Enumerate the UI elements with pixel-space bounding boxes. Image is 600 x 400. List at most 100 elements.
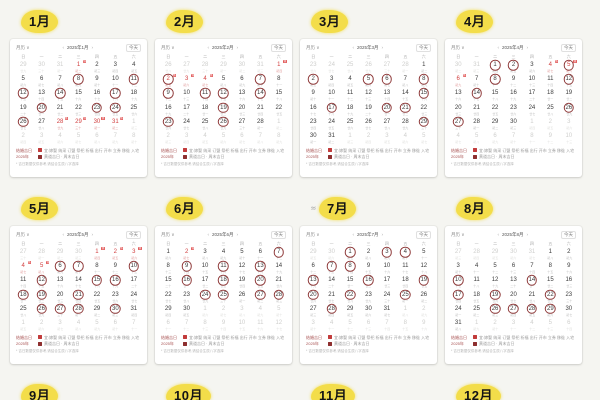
date-cell[interactable]: 5 初七 xyxy=(69,132,87,146)
date-cell[interactable]: 13 十九 xyxy=(304,275,322,290)
date-cell[interactable]: 24 三十 xyxy=(378,291,396,305)
date-cell[interactable]: 5 初六 xyxy=(214,132,232,146)
today-button[interactable]: 今天 xyxy=(416,230,431,239)
date-cell[interactable]: 21 廿四 xyxy=(467,104,485,118)
date-cell[interactable]: 25 初一 xyxy=(396,289,414,305)
next-month-arrow[interactable]: › xyxy=(381,232,384,237)
date-cell[interactable]: 24 廿七 xyxy=(177,118,195,132)
date-cell[interactable]: 30 初三 xyxy=(106,303,124,319)
date-cell[interactable]: 10 十三 xyxy=(125,260,143,276)
date-cell[interactable]: 1 初三 xyxy=(125,118,143,132)
date-cell[interactable]: 14 廿一 xyxy=(523,275,541,290)
date-cell[interactable]: 9 初十 xyxy=(88,75,106,89)
date-cell[interactable]: 2 初六 xyxy=(32,319,50,333)
date-cell[interactable]: 26 初二 xyxy=(415,291,433,305)
date-cell[interactable]: 29 初二 xyxy=(51,248,69,262)
date-cell[interactable]: 30 初六 xyxy=(359,305,377,319)
date-cell[interactable]: 2 初三 xyxy=(304,73,322,89)
view-selector[interactable]: 月历 ∨ xyxy=(161,44,175,50)
date-cell[interactable]: 24 廿七 xyxy=(125,291,143,305)
prev-month-arrow[interactable]: ‹ xyxy=(207,232,210,237)
date-cell[interactable]: 11 十六 xyxy=(214,260,232,276)
date-cell[interactable]: 27 三十 xyxy=(233,118,251,132)
date-cell[interactable]: 5 初八 xyxy=(214,75,232,89)
date-cell[interactable]: 3 初六 xyxy=(560,118,578,132)
date-cell[interactable]: 11 十七 xyxy=(396,262,414,276)
date-cell[interactable]: 17 廿三 xyxy=(378,276,396,290)
prev-month-arrow[interactable]: ‹ xyxy=(62,45,65,50)
date-cell[interactable]: 4 初九 xyxy=(251,305,269,319)
date-cell[interactable]: 30 初二 xyxy=(449,61,467,75)
date-cell[interactable]: 6 初十 xyxy=(106,319,124,333)
date-cell[interactable]: 24 廿七 xyxy=(322,61,340,75)
date-cell[interactable]: 16 廿三 xyxy=(560,276,578,290)
date-cell[interactable]: 1 初二 xyxy=(415,61,433,75)
view-selector[interactable]: 月历 ∨ xyxy=(306,44,320,50)
date-cell[interactable]: 24 廿五 xyxy=(322,118,340,132)
date-cell[interactable]: 16 十九 xyxy=(504,89,522,103)
date-cell[interactable]: 11 十六 xyxy=(251,319,269,333)
date-cell[interactable]: 14 十七 xyxy=(467,88,485,103)
date-cell[interactable]: 6 十四 xyxy=(560,319,578,333)
date-cell[interactable]: 29 初六 xyxy=(541,303,559,319)
date-cell[interactable]: 5 初七 xyxy=(415,132,433,146)
date-cell[interactable]: 5 初十 xyxy=(270,305,288,319)
date-cell[interactable]: 12 十七 xyxy=(233,262,251,276)
date-cell[interactable]: 15 十八 xyxy=(486,89,504,103)
date-cell[interactable]: 1 初四 休 xyxy=(270,60,288,75)
date-cell[interactable]: 26 廿九 xyxy=(560,102,578,118)
date-cell[interactable]: 8 初九 xyxy=(415,73,433,89)
date-cell[interactable]: 29 初五 xyxy=(486,248,504,262)
prev-month-arrow[interactable]: ‹ xyxy=(207,45,210,50)
date-cell[interactable]: 24 廿七 xyxy=(523,104,541,118)
date-cell[interactable]: 5 初八 休 xyxy=(32,261,50,276)
date-cell[interactable]: 28 初四 xyxy=(467,248,485,262)
today-button[interactable]: 今天 xyxy=(561,230,576,239)
date-cell[interactable]: 3 初五 xyxy=(32,132,50,146)
date-cell[interactable]: 19 廿二 xyxy=(32,289,50,305)
date-cell[interactable]: 27 廿九 xyxy=(177,61,195,75)
date-cell[interactable]: 23 廿四 xyxy=(88,102,106,118)
date-cell[interactable]: 24 廿五 xyxy=(106,102,124,118)
date-cell[interactable]: 20 廿一 xyxy=(32,102,50,118)
view-selector[interactable]: 月历 ∨ xyxy=(451,44,465,50)
date-cell[interactable]: 28 廿九 xyxy=(396,118,414,132)
view-selector[interactable]: 月历 ∨ xyxy=(16,231,30,237)
date-cell[interactable]: 4 初七 休 xyxy=(541,60,559,75)
date-cell[interactable]: 24 廿九 xyxy=(196,289,214,305)
date-cell[interactable]: 28 初一 xyxy=(396,61,414,75)
date-cell[interactable]: 10 十一 xyxy=(322,89,340,103)
today-button[interactable]: 今天 xyxy=(126,230,141,239)
date-cell[interactable]: 25 廿八 xyxy=(14,305,32,319)
date-cell[interactable]: 17 十八 xyxy=(106,88,124,103)
date-cell[interactable]: 30 初一 xyxy=(304,132,322,146)
view-selector[interactable]: 月历 ∨ xyxy=(451,231,465,237)
date-cell[interactable]: 24 初一 xyxy=(449,305,467,319)
date-cell[interactable]: 7 初十 xyxy=(467,75,485,89)
date-cell[interactable]: 2 初九 xyxy=(415,305,433,319)
date-cell[interactable]: 5 十二 xyxy=(341,319,359,333)
date-cell[interactable]: 26 廿九 xyxy=(32,303,50,319)
date-cell[interactable]: 9 十六 xyxy=(560,262,578,276)
date-cell[interactable]: 20 廿三 xyxy=(51,291,69,305)
date-cell[interactable]: 14 十五 xyxy=(396,89,414,103)
date-cell[interactable]: 25 初二 xyxy=(467,305,485,319)
date-cell[interactable]: 4 初五 xyxy=(196,132,214,146)
date-cell[interactable]: 25 廿八 xyxy=(196,118,214,132)
date-cell[interactable]: 27 初三 xyxy=(304,305,322,319)
date-cell[interactable]: 29 廿九 xyxy=(14,61,32,75)
next-month-arrow[interactable]: › xyxy=(526,45,529,50)
date-cell[interactable]: 19 二十 xyxy=(14,104,32,118)
date-cell[interactable]: 3 初四 xyxy=(106,61,124,75)
date-cell[interactable]: 1 初六 xyxy=(196,305,214,319)
date-cell[interactable]: 11 十二 xyxy=(341,89,359,103)
date-cell[interactable]: 6 十一 xyxy=(251,248,269,262)
date-cell[interactable]: 6 初九 xyxy=(233,75,251,89)
date-cell[interactable]: 10 十一 xyxy=(106,75,124,89)
date-cell[interactable]: 25 廿六 xyxy=(341,118,359,132)
date-cell[interactable]: 2 初十 xyxy=(486,319,504,333)
date-cell[interactable]: 23 廿六 xyxy=(106,291,124,305)
date-cell[interactable]: 15 廿二 xyxy=(541,276,559,290)
date-cell[interactable]: 6 十二 xyxy=(304,262,322,276)
date-cell[interactable]: 23 廿六 xyxy=(504,104,522,118)
